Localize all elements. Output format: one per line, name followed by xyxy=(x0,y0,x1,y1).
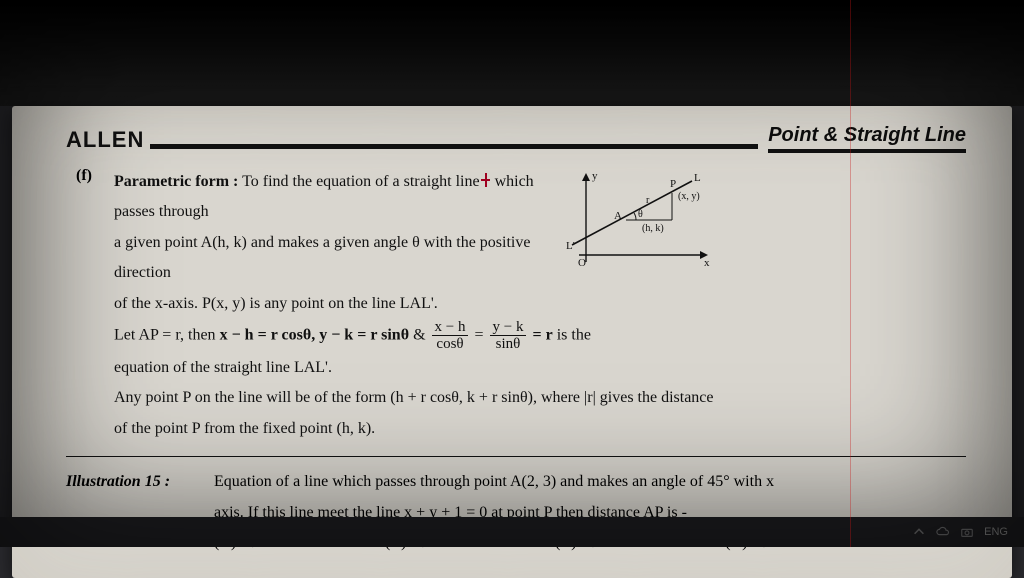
screen-crease-line xyxy=(850,0,851,547)
frac-num: x − h xyxy=(432,319,469,337)
page: ALLEN Point & Straight Line (f) y x O L … xyxy=(12,106,1012,578)
lang-indicator[interactable]: ENG xyxy=(984,526,1008,538)
text-frag: Let AP = r, then xyxy=(114,327,220,344)
frac-den: sinθ xyxy=(490,336,527,353)
text-frag: is the xyxy=(553,327,591,344)
parametric-diagram: y x O L L' P (x, y) (h, k) A θ r xyxy=(564,167,714,277)
diagram-L-label: L xyxy=(694,172,701,184)
diagram-x-label: x xyxy=(704,257,710,269)
header-bar: ALLEN Point & Straight Line xyxy=(66,124,966,153)
header-rule xyxy=(150,144,758,149)
camera-icon[interactable] xyxy=(960,525,974,539)
frac-den: cosθ xyxy=(432,336,469,353)
frac-num: y − k xyxy=(490,319,527,337)
section-label: (f) xyxy=(66,167,92,444)
para-line-3: of the x-axis. P(x, y) is any point on t… xyxy=(114,289,714,319)
eq-frag: = r xyxy=(528,327,552,344)
diagram-A-label: A xyxy=(614,210,622,222)
diagram-y-label: y xyxy=(592,170,598,182)
brand-logo: ALLEN xyxy=(66,127,144,153)
text-cursor-icon[interactable] xyxy=(481,173,490,187)
diagram-hk-label: (h, k) xyxy=(642,223,664,234)
section-title: Parametric form : xyxy=(114,173,238,190)
eq-frag: x − h = r cosθ, xyxy=(220,327,320,344)
para-line-5: equation of the straight line LAL'. xyxy=(114,353,714,383)
diagram-P-label: P xyxy=(670,178,676,190)
chapter-title: Point & Straight Line xyxy=(768,124,966,153)
eq-frag: y − k = r sinθ xyxy=(319,327,409,344)
diagram-Lp-label: L' xyxy=(566,240,575,252)
text-frag: To find the equation of a straight xyxy=(238,173,455,190)
diagram-theta-label: θ xyxy=(638,209,643,220)
diagram-xy-label: (x, y) xyxy=(678,191,700,202)
section-f: (f) y x O L L' P (x, y) (h, k) A θ xyxy=(66,167,966,444)
para-line-7: of the point P from the fixed point (h, … xyxy=(114,414,714,444)
cloud-icon[interactable] xyxy=(936,525,950,539)
text-frag: line xyxy=(456,173,480,190)
para-line-6: Any point P on the line will be of the f… xyxy=(114,383,714,413)
section-body: y x O L L' P (x, y) (h, k) A θ r Paramet… xyxy=(114,167,714,444)
text-frag: & xyxy=(409,327,429,344)
para-line-4: Let AP = r, then x − h = r cosθ, y − k =… xyxy=(114,319,714,353)
illus-line-1: Equation of a line which passes through … xyxy=(214,467,774,497)
divider xyxy=(66,456,966,457)
fraction-1: x − hcosθ xyxy=(432,319,469,353)
fraction-2: y − ksinθ xyxy=(490,319,527,353)
taskbar[interactable]: ENG xyxy=(0,517,1024,547)
chevron-up-icon[interactable] xyxy=(912,525,926,539)
dark-platform xyxy=(0,0,1024,106)
diagram-o-label: O xyxy=(578,257,586,269)
